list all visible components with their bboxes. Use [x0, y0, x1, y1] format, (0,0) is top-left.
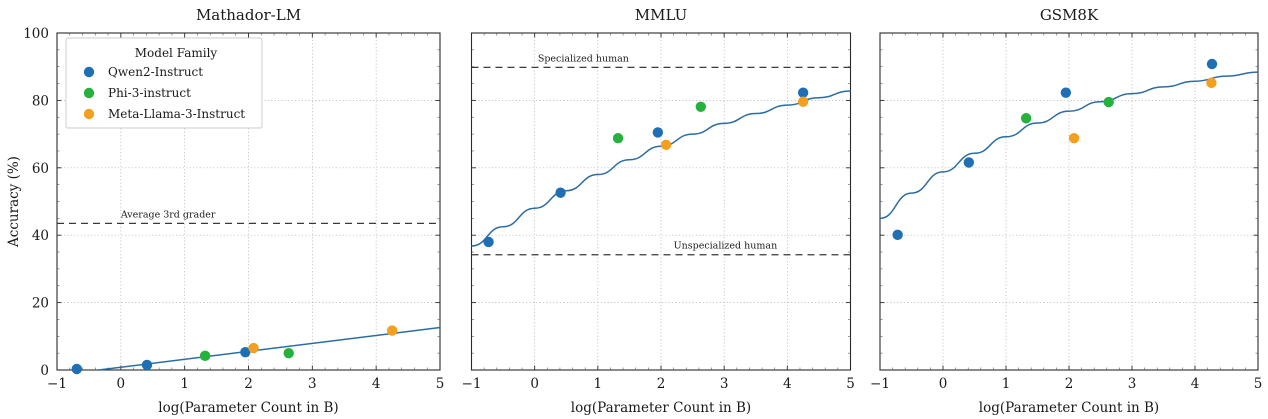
y-tick-label: 20 [32, 296, 49, 312]
y-axis-label: Accuracy (%) [6, 156, 22, 248]
data-point [797, 87, 809, 98]
data-point [612, 132, 624, 144]
fit-line [98, 326, 441, 371]
x-tick-label: 3 [1128, 376, 1137, 392]
legend-marker-2[interactable] [83, 87, 95, 99]
x-tick-label: −1 [870, 376, 890, 392]
y-tick-label: 40 [32, 228, 49, 244]
threshold-label: Average 3rd grader [120, 209, 216, 220]
x-axis-label: log(Parameter Count in B) [158, 400, 338, 416]
y-tick-label: 100 [23, 26, 49, 42]
x-tick-label: 5 [436, 376, 445, 392]
y-tick-label: 80 [32, 93, 49, 109]
threshold-label: Specialized human [538, 53, 629, 64]
data-point [1020, 113, 1032, 124]
data-point [1206, 77, 1217, 89]
x-tick-label: 3 [720, 376, 729, 392]
x-tick-label: −1 [47, 376, 67, 392]
data-point [386, 325, 398, 336]
x-tick-label: 0 [117, 376, 126, 392]
legend-label-1: Qwen2-Instruct [108, 65, 203, 79]
fit-line [879, 71, 1259, 220]
data-point [199, 350, 211, 362]
chart-panel-3: −1 0 1 2 3 4 5 GSM8K log(Parameter Count in B) [870, 6, 1262, 416]
x-tick-label: 2 [1065, 376, 1074, 392]
threshold-label: Unspecialized human [674, 241, 778, 252]
data-point [797, 96, 809, 107]
panel-title: Mathador-LM [196, 6, 301, 24]
x-axis-label: log(Parameter Count in B) [571, 400, 751, 416]
data-point [660, 139, 672, 151]
y-tick-label: 0 [40, 363, 49, 379]
data-point [240, 346, 251, 358]
legend-label-2: Phi-3-instruct [108, 86, 191, 100]
data-point [141, 359, 153, 371]
fit-line [471, 90, 851, 247]
x-tick-label: 4 [783, 376, 792, 392]
x-tick-label: 0 [939, 376, 948, 392]
y-tick-label: 60 [32, 161, 49, 177]
x-tick-label: 1 [594, 376, 603, 392]
data-point [283, 347, 294, 359]
x-tick-label: 5 [846, 376, 855, 392]
data-point [483, 236, 494, 248]
panel-title: MMLU [635, 6, 688, 24]
data-point [248, 342, 259, 354]
x-tick-label: 4 [1191, 376, 1200, 392]
x-tick-label: 2 [244, 376, 253, 392]
x-tick-label: 1 [180, 376, 189, 392]
legend-marker-1[interactable] [83, 66, 95, 78]
x-tick-label: 4 [372, 376, 381, 392]
legend: Model Family Qwen2-Instruct Phi-3-instruct… [65, 37, 263, 129]
x-tick-label: −1 [462, 376, 482, 392]
x-axis-label: log(Parameter Count in B) [979, 400, 1159, 416]
legend-box [65, 37, 263, 129]
data-point [1060, 87, 1072, 98]
data-point [963, 157, 975, 168]
legend-title: Model Family [135, 46, 218, 60]
data-point [652, 127, 664, 138]
data-point [1068, 132, 1080, 144]
legend-marker-3[interactable] [83, 108, 95, 120]
panel-title: GSM8K [1040, 6, 1099, 24]
x-tick-label: 0 [530, 376, 539, 392]
data-point [555, 187, 566, 198]
chart-panel-2: −1 0 1 2 3 4 5 Specialized human Unspecialized h… [462, 6, 855, 416]
x-tick-label: 2 [657, 376, 666, 392]
data-point [892, 229, 903, 241]
legend-label-3: Meta-Llama-3-Instruct [108, 107, 245, 121]
x-tick-label: 5 [1254, 376, 1263, 392]
data-point [1206, 58, 1218, 70]
data-point [1103, 96, 1114, 108]
x-tick-label: 1 [1002, 376, 1011, 392]
x-tick-label: 3 [308, 376, 317, 392]
data-point [695, 101, 706, 113]
data-point [71, 363, 82, 375]
